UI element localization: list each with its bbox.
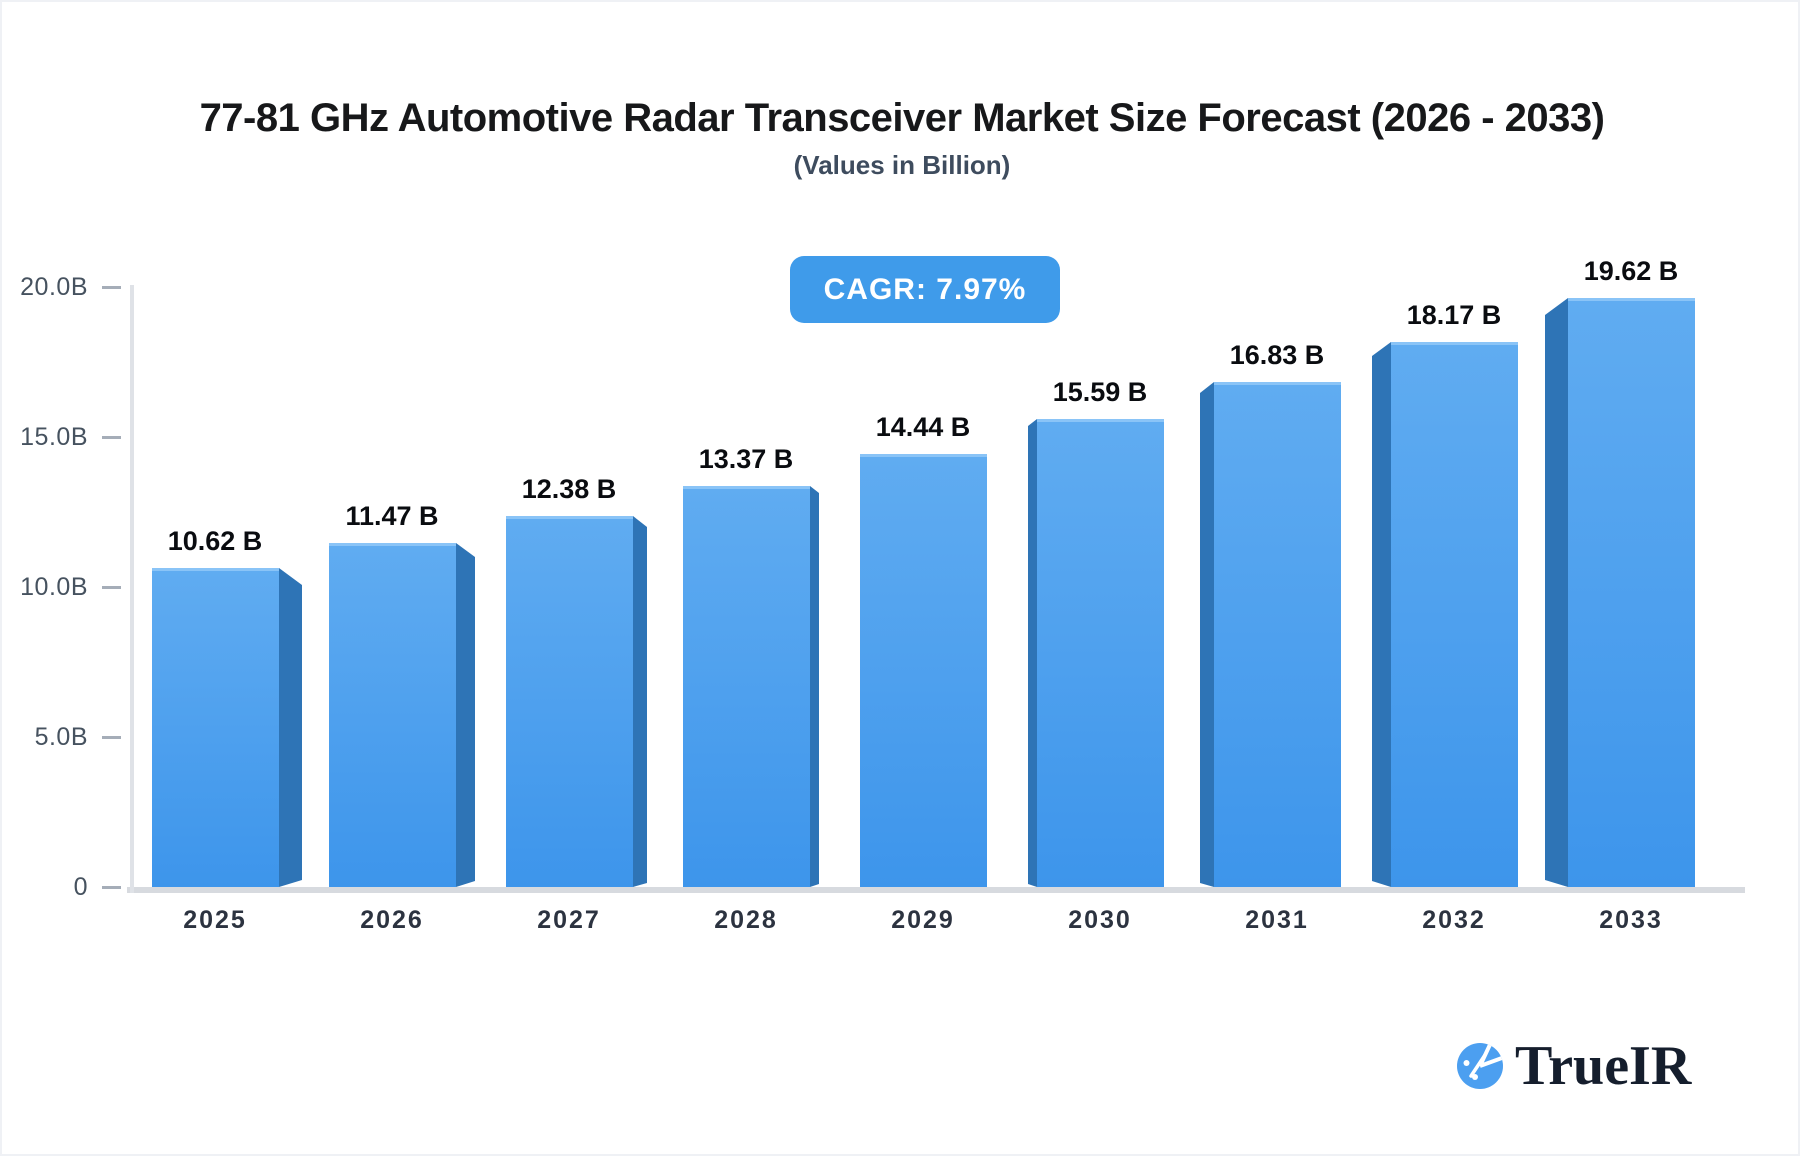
chart-subtitle: (Values in Billion) [793, 150, 1011, 180]
bar-side-2026 [456, 543, 475, 887]
bar-front-2030 [1037, 419, 1164, 887]
bar-value-label-2029: 14.44 B [875, 412, 971, 442]
bar-value-label-2028: 13.37 B [698, 444, 794, 474]
x-axis-label-2029: 2029 [891, 906, 955, 934]
bar-side-2031 [1200, 382, 1214, 887]
bar-side-2030 [1028, 419, 1037, 887]
bar-value-label-2026: 11.47 B [345, 501, 439, 531]
bar-front-2032 [1391, 342, 1518, 887]
y-tick-label-5.0B: 5.0B [34, 723, 88, 751]
y-tick-4 [102, 886, 121, 889]
cagr-badge: CAGR: 7.97% [790, 256, 1060, 323]
bar-value-label-2033: 19.62 B [1583, 256, 1679, 286]
bar-value-label-2031: 16.83 B [1229, 340, 1325, 370]
bar-side-2032 [1372, 342, 1391, 887]
bar-top-highlight-2026 [329, 543, 456, 546]
bar-side-2028 [810, 486, 819, 887]
bar-top-highlight-2025 [152, 568, 279, 571]
bar-top-highlight-2030 [1037, 419, 1164, 422]
bar-front-2031 [1214, 382, 1341, 887]
bar-value-label-2032: 18.17 B [1406, 300, 1502, 330]
bar-value-label-2030: 15.59 B [1052, 377, 1148, 407]
bar-front-2026 [329, 543, 456, 887]
y-tick-label-20.0B: 20.0B [20, 273, 88, 301]
y-tick-0 [102, 286, 121, 289]
bar-side-2025 [279, 568, 302, 887]
brand-logo-text: TrueIR [1515, 1035, 1692, 1097]
bar-front-2025 [152, 568, 279, 887]
y-axis-line [130, 285, 134, 893]
y-tick-label-0: 0 [73, 873, 88, 901]
bar-front-2027 [506, 516, 633, 887]
bar-top-highlight-2027 [506, 516, 633, 519]
y-tick-label-10.0B: 10.0B [20, 573, 88, 601]
y-tick-label-15.0B: 15.0B [20, 423, 88, 451]
x-axis-label-2030: 2030 [1068, 906, 1132, 934]
x-axis-label-2032: 2032 [1422, 906, 1486, 934]
cagr-badge-label: CAGR: 7.97% [823, 272, 1027, 306]
bar-side-2027 [633, 516, 647, 887]
x-axis-line [127, 887, 1745, 893]
x-axis-label-2028: 2028 [714, 906, 778, 934]
bar-side-2033 [1545, 298, 1568, 887]
brand-logo: TrueIR [1454, 1036, 1691, 1096]
bar-top-highlight-2029 [860, 454, 987, 457]
x-axis-label-2025: 2025 [183, 906, 247, 934]
bar-front-2033 [1568, 298, 1695, 887]
bar-value-label-2027: 12.38 B [521, 474, 617, 504]
pie-percent-icon [1457, 1043, 1503, 1089]
bar-front-2028 [683, 486, 810, 887]
chart-title: 77-81 GHz Automotive Radar Transceiver M… [199, 96, 1605, 140]
bar-front-2029 [860, 454, 987, 887]
bar-top-highlight-2033 [1568, 298, 1695, 301]
y-tick-1 [102, 436, 121, 439]
x-axis-label-2031: 2031 [1245, 906, 1309, 934]
x-axis-label-2033: 2033 [1599, 906, 1663, 934]
y-tick-3 [102, 736, 121, 739]
bar-top-highlight-2028 [683, 486, 810, 489]
bar-value-label-2025: 10.62 B [167, 526, 263, 556]
bar-top-highlight-2031 [1214, 382, 1341, 385]
y-tick-2 [102, 586, 121, 589]
x-axis-label-2027: 2027 [537, 906, 601, 934]
bar-top-highlight-2032 [1391, 342, 1518, 345]
x-axis-label-2026: 2026 [360, 906, 424, 934]
